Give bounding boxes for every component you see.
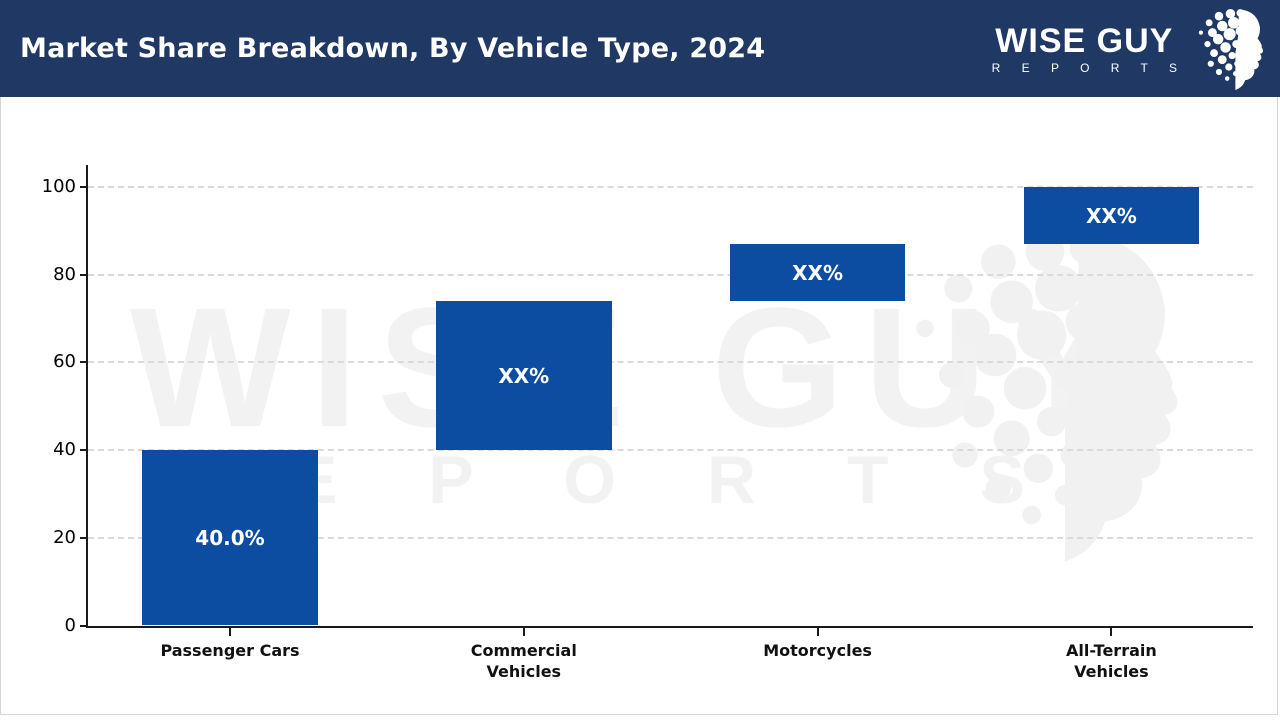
bar-passenger-cars: 40.0% [142,450,318,626]
bar-motorcycles: XX% [729,244,906,301]
bar-value-label: XX% [792,260,844,285]
y-tick-0 [79,624,87,627]
gridline-100 [88,186,1253,188]
x-tick-3 [1110,627,1113,636]
y-tick-label-0: 0 [64,614,76,636]
bar-commercial-vehicles: XX% [436,301,612,451]
y-tick-20 [79,536,87,539]
y-tick-100 [79,186,87,188]
header-bar: Market Share Breakdown, By Vehicle Type,… [0,0,1280,97]
y-tick-80 [79,273,87,276]
x-category-label-1: Commercial Vehicles [470,641,577,681]
logo-reports-text: R E P O R T S [991,60,1186,75]
x-axis-line [86,625,1253,628]
x-tick-2 [816,627,819,636]
gridline-40 [88,449,1253,452]
y-tick-60 [79,361,87,364]
y-tick-label-20: 20 [53,526,76,548]
bar-value-label: XX% [1085,203,1137,228]
bar-all-terrain-vehicles: XX% [1023,187,1200,244]
y-tick-label-60: 60 [53,351,76,373]
logo-face-icon [1190,8,1266,90]
y-tick-label-100: 100 [41,176,76,197]
y-axis-line [86,165,88,628]
page-title: Market Share Breakdown, By Vehicle Type,… [20,33,766,64]
wiseguy-logo: WISE GUY R E P O R T S [983,6,1266,92]
gridline-60 [88,361,1253,364]
bar-value-label: XX% [498,363,550,388]
x-tick-1 [522,627,525,636]
y-tick-label-40: 40 [53,439,76,461]
y-tick-label-80: 80 [53,263,76,285]
x-category-label-2: Motorcycles [763,641,872,660]
bar-value-label: 40.0% [195,525,265,550]
x-category-label-0: Passenger Cars [160,641,300,660]
y-tick-40 [79,449,87,452]
x-tick-0 [229,627,231,636]
gridline-20 [88,536,1253,539]
logo-wiseguy-text: WISE GUY [995,21,1174,60]
gridline-80 [88,273,1253,276]
x-category-label-3: All-Terrain Vehicles [1066,641,1157,681]
